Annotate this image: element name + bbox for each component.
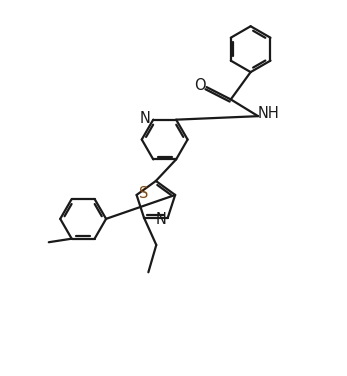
Text: S: S	[139, 186, 149, 201]
Text: O: O	[194, 78, 205, 93]
Text: N: N	[155, 212, 166, 227]
Text: NH: NH	[257, 106, 279, 121]
Text: N: N	[140, 111, 151, 126]
